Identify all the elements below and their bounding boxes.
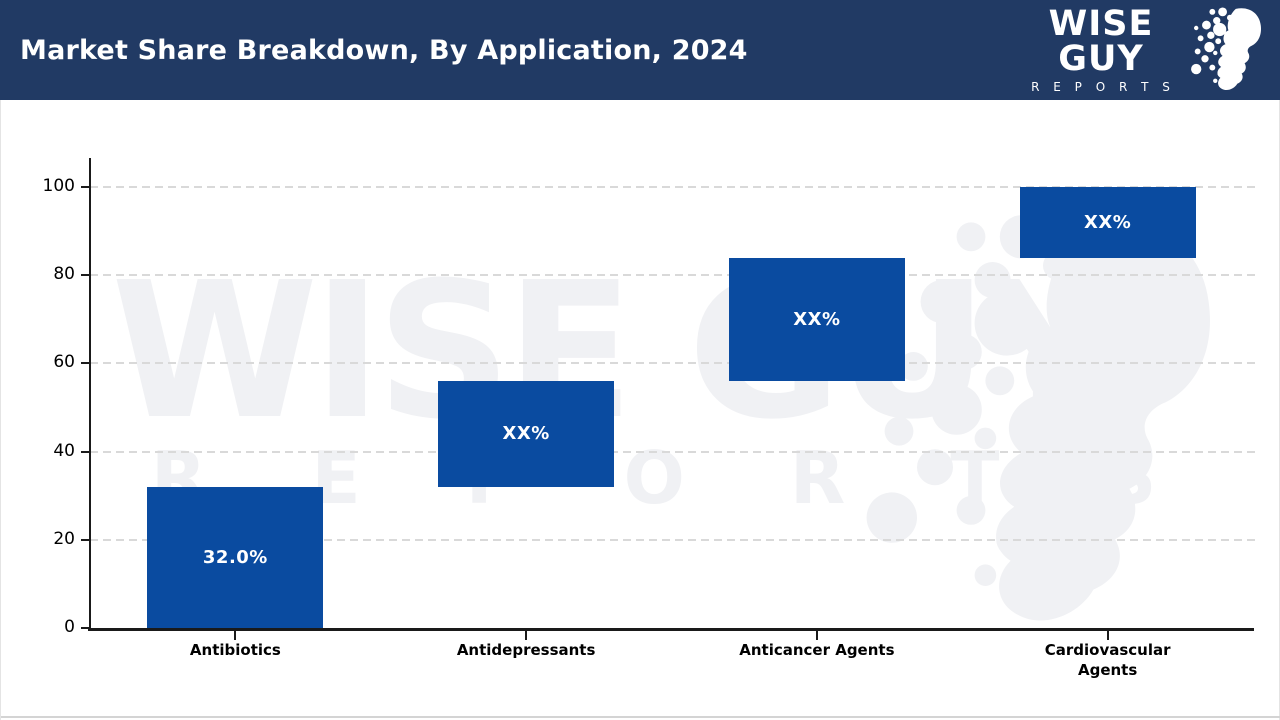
x-category-label: Antibiotics	[189, 641, 281, 659]
watermark-dotted-face	[866, 215, 1210, 621]
bar-cardiovascular-agents: XX%	[1019, 187, 1196, 258]
y-tick-mark	[81, 186, 89, 188]
bar-anticancer-agents: XX%	[728, 257, 905, 382]
y-tick-label: 80	[53, 264, 75, 285]
header-bar: Market Share Breakdown, By Application, …	[0, 0, 1280, 100]
wise-guy-reports-logo: WISE GUY R E P O R T S	[1004, 6, 1266, 94]
bar-value-label: XX%	[502, 423, 550, 445]
logo-text: WISE GUY R E P O R T S	[1004, 3, 1198, 94]
bar-antidepressants: XX%	[438, 381, 615, 487]
y-tick-mark	[81, 274, 89, 277]
bar-value-label: XX%	[793, 308, 841, 330]
y-tick-label: 40	[53, 440, 75, 461]
y-tick-label: 60	[53, 352, 75, 373]
bar-value-label: 32.0%	[202, 546, 268, 568]
x-tick-mark	[815, 631, 818, 640]
gridline-100	[90, 186, 1259, 188]
y-axis-line	[89, 158, 91, 630]
bottom-border	[1, 716, 1280, 718]
y-tick-mark	[81, 450, 89, 453]
bar-antibiotics: 32.0%	[147, 486, 324, 628]
logo-wordmark: WISE GUY	[1048, 3, 1154, 79]
x-category-label: Cardiovascular Agents	[1044, 641, 1171, 680]
chart-panel: WISE GUY R E P O R T S 0 20 40 60 80 100 32.0%…	[0, 100, 1280, 720]
y-tick-mark	[81, 627, 89, 629]
x-tick-mark	[525, 631, 528, 640]
x-tick-mark	[234, 631, 237, 640]
x-category-label: Anticancer Agents	[739, 641, 895, 659]
y-tick-mark	[81, 538, 89, 541]
page-title: Market Share Breakdown, By Application, …	[20, 34, 748, 66]
y-tick-mark	[81, 362, 89, 365]
gridline-40	[90, 450, 1259, 453]
dotted-face-icon	[1191, 7, 1262, 91]
logo-subtitle: R E P O R T S	[1031, 79, 1175, 94]
y-tick-label: 20	[53, 528, 75, 549]
y-tick-label: 100	[42, 176, 75, 196]
x-category-label: Antidepressants	[456, 641, 596, 659]
gridline-80	[90, 274, 1259, 277]
gridline-20	[90, 538, 1259, 541]
x-tick-mark	[1106, 631, 1109, 640]
x-axis-line	[88, 628, 1254, 631]
bar-value-label: XX%	[1083, 211, 1132, 233]
y-tick-label: 0	[64, 617, 75, 637]
gridline-60	[90, 362, 1259, 365]
